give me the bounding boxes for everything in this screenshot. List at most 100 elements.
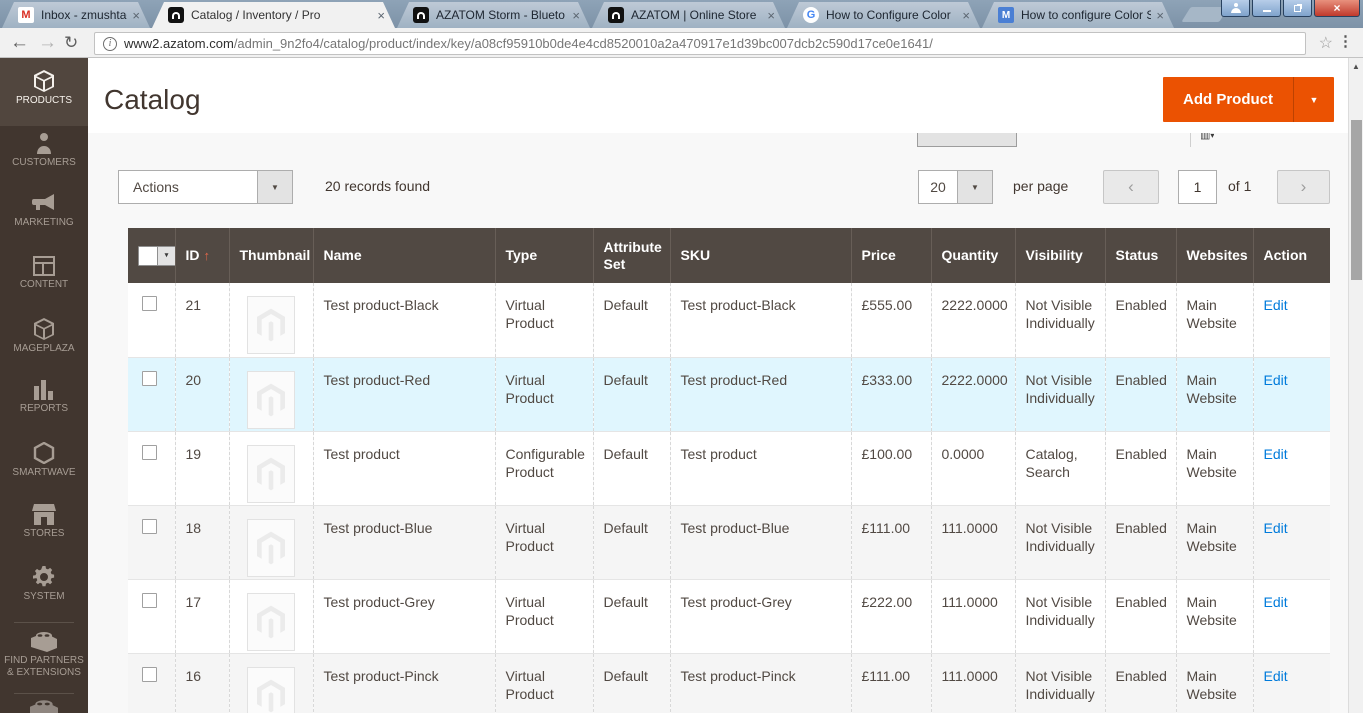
column-header-quantity[interactable]: Quantity bbox=[931, 228, 1016, 283]
grid-view-button-partial[interactable] bbox=[917, 130, 1017, 147]
table-row[interactable]: 21 Test product-Black Virtual Product De… bbox=[128, 283, 1330, 358]
forward-button[interactable]: → bbox=[38, 32, 57, 53]
close-icon[interactable]: × bbox=[377, 7, 385, 23]
sidebar-item-label: & EXTENSIONS bbox=[7, 667, 81, 678]
close-icon[interactable]: × bbox=[962, 7, 970, 23]
page-number-input[interactable] bbox=[1178, 170, 1217, 204]
minimize-button[interactable] bbox=[1252, 0, 1281, 17]
row-checkbox[interactable] bbox=[142, 296, 157, 311]
close-icon[interactable]: × bbox=[132, 7, 140, 23]
sidebar-item-reports[interactable]: REPORTS bbox=[0, 380, 88, 415]
row-checkbox[interactable] bbox=[142, 592, 157, 608]
actions-dropdown[interactable]: Actions ▼ bbox=[118, 170, 293, 204]
table-row[interactable]: 16 Test product-Pinck Virtual Product De… bbox=[128, 653, 1330, 713]
row-checkbox[interactable] bbox=[142, 444, 157, 460]
sidebar-item-stores[interactable]: STORES bbox=[0, 504, 88, 540]
column-header-websites[interactable]: Websites bbox=[1176, 228, 1254, 283]
column-header-type[interactable]: Type bbox=[495, 228, 594, 283]
close-window-button[interactable]: × bbox=[1314, 0, 1360, 17]
window-controls: × bbox=[1221, 0, 1360, 17]
magento-icon: M bbox=[998, 7, 1014, 23]
caret-down-icon[interactable]: ▼ bbox=[957, 171, 992, 203]
columns-control-partial[interactable]: ▥▾ bbox=[1200, 128, 1214, 147]
sidebar-item-marketing[interactable]: MARKETING bbox=[0, 194, 88, 229]
tab-gmail-inbox[interactable]: M Inbox - zmushtaq998@g × bbox=[2, 2, 150, 28]
caret-down-icon[interactable]: ▼ bbox=[1293, 77, 1334, 122]
per-page-dropdown[interactable]: 20 ▼ bbox=[918, 170, 993, 204]
edit-link[interactable]: Edit bbox=[1263, 445, 1288, 462]
cell-id: 18 bbox=[175, 505, 230, 580]
column-header-id[interactable]: ID ↑ bbox=[175, 228, 230, 283]
product-thumbnail bbox=[247, 518, 295, 577]
edit-link[interactable]: Edit bbox=[1263, 667, 1288, 684]
profile-button[interactable] bbox=[1221, 0, 1250, 17]
tab-title: How to configure Color S bbox=[1021, 8, 1152, 22]
column-header-price[interactable]: Price bbox=[851, 228, 932, 283]
bookmark-star-icon[interactable]: ☆ bbox=[1318, 35, 1333, 52]
info-icon[interactable]: i bbox=[103, 36, 117, 51]
sidebar-item-products[interactable]: PRODUCTS bbox=[0, 70, 88, 107]
tab-azatom-storm[interactable]: AZATOM Storm - Blueto × bbox=[397, 2, 590, 28]
scrollbar-thumb[interactable] bbox=[1351, 120, 1362, 280]
sidebar-item-partial[interactable] bbox=[0, 700, 88, 713]
page-scrollbar[interactable]: ▲ bbox=[1348, 58, 1363, 713]
caret-down-icon[interactable]: ▾ bbox=[157, 246, 175, 265]
close-icon[interactable]: × bbox=[572, 7, 580, 23]
url-bar[interactable]: i www2.azatom.com/admin_9n2fo4/catalog/p… bbox=[94, 32, 1306, 55]
tab-azatom-store[interactable]: AZATOM | Online Store × bbox=[592, 2, 785, 28]
sidebar-item-customers[interactable]: CUSTOMERS bbox=[0, 132, 88, 169]
row-checkbox[interactable] bbox=[142, 666, 157, 682]
tab-configure-color-google[interactable]: G How to Configure Color × bbox=[787, 2, 980, 28]
table-row[interactable]: 20 Test product-Red Virtual Product Defa… bbox=[128, 357, 1330, 432]
sidebar-item-smartwave[interactable]: SMARTWAVE bbox=[0, 442, 88, 479]
edit-link[interactable]: Edit bbox=[1263, 593, 1288, 610]
gear-icon bbox=[33, 566, 55, 587]
tab-catalog-inventory[interactable]: Catalog / Inventory / Pro × bbox=[152, 2, 395, 28]
column-header-thumbnail[interactable]: Thumbnail bbox=[229, 228, 314, 283]
browser-menu-icon[interactable]: ⋮ bbox=[1338, 33, 1353, 50]
previous-page-button[interactable]: ‹ bbox=[1103, 170, 1159, 204]
select-all-control[interactable]: ▾ bbox=[138, 245, 176, 266]
column-header-attribute-set[interactable]: Attribute Set bbox=[593, 228, 671, 283]
table-row[interactable]: 19 Test product Configurable Product Def… bbox=[128, 431, 1330, 506]
active-item-highlight bbox=[0, 58, 88, 126]
tab-configure-color-docs[interactable]: M How to configure Color S × bbox=[982, 2, 1174, 28]
back-button[interactable]: ← bbox=[10, 32, 29, 53]
sidebar-item-mageplaza[interactable]: MAGEPLAZA bbox=[0, 318, 88, 355]
cell-status: Enabled bbox=[1105, 505, 1177, 580]
select-all-checkbox[interactable] bbox=[139, 246, 157, 265]
scroll-up-arrow[interactable]: ▲ bbox=[1352, 62, 1360, 71]
close-icon[interactable]: × bbox=[767, 7, 775, 23]
close-icon[interactable]: × bbox=[1156, 7, 1164, 23]
refresh-button[interactable]: ↻ bbox=[64, 33, 79, 52]
sidebar-item-find-partners[interactable]: FIND PARTNERS & EXTENSIONS bbox=[0, 632, 88, 679]
restore-button[interactable] bbox=[1283, 0, 1312, 17]
next-page-button[interactable]: › bbox=[1277, 170, 1330, 204]
table-row[interactable]: 17 Test product-Grey Virtual Product Def… bbox=[128, 579, 1330, 654]
edit-link[interactable]: Edit bbox=[1263, 371, 1288, 388]
actions-label: Actions bbox=[133, 179, 179, 195]
cell-action: Edit bbox=[1253, 505, 1330, 580]
sidebar-item-content[interactable]: CONTENT bbox=[0, 256, 88, 291]
column-header-sku[interactable]: SKU bbox=[670, 228, 852, 283]
cell-quantity: 2222.0000 bbox=[931, 357, 1016, 432]
sidebar-item-label: FIND PARTNERS bbox=[4, 655, 84, 666]
caret-down-icon[interactable]: ▼ bbox=[257, 171, 292, 203]
row-checkbox[interactable] bbox=[142, 518, 157, 534]
cube-icon bbox=[34, 318, 54, 340]
column-header-action[interactable]: Action bbox=[1253, 228, 1330, 283]
cell-attribute-set: Default bbox=[593, 431, 671, 506]
add-product-button[interactable]: Add Product ▼ bbox=[1163, 77, 1334, 122]
column-header-visibility[interactable]: Visibility bbox=[1015, 228, 1106, 283]
cell-type: Virtual Product bbox=[495, 505, 594, 580]
per-page-label: per page bbox=[1013, 178, 1069, 194]
table-row[interactable]: 18 Test product-Blue Virtual Product Def… bbox=[128, 505, 1330, 580]
column-header-name[interactable]: Name bbox=[313, 228, 496, 283]
column-header-status[interactable]: Status bbox=[1105, 228, 1177, 283]
edit-link[interactable]: Edit bbox=[1263, 297, 1288, 313]
browser-toolbar: ← → ↻ i www2.azatom.com/admin_9n2fo4/cat… bbox=[0, 28, 1363, 58]
add-product-label[interactable]: Add Product bbox=[1183, 91, 1273, 108]
row-checkbox[interactable] bbox=[142, 370, 157, 386]
edit-link[interactable]: Edit bbox=[1263, 519, 1288, 536]
sidebar-item-system[interactable]: SYSTEM bbox=[0, 566, 88, 603]
